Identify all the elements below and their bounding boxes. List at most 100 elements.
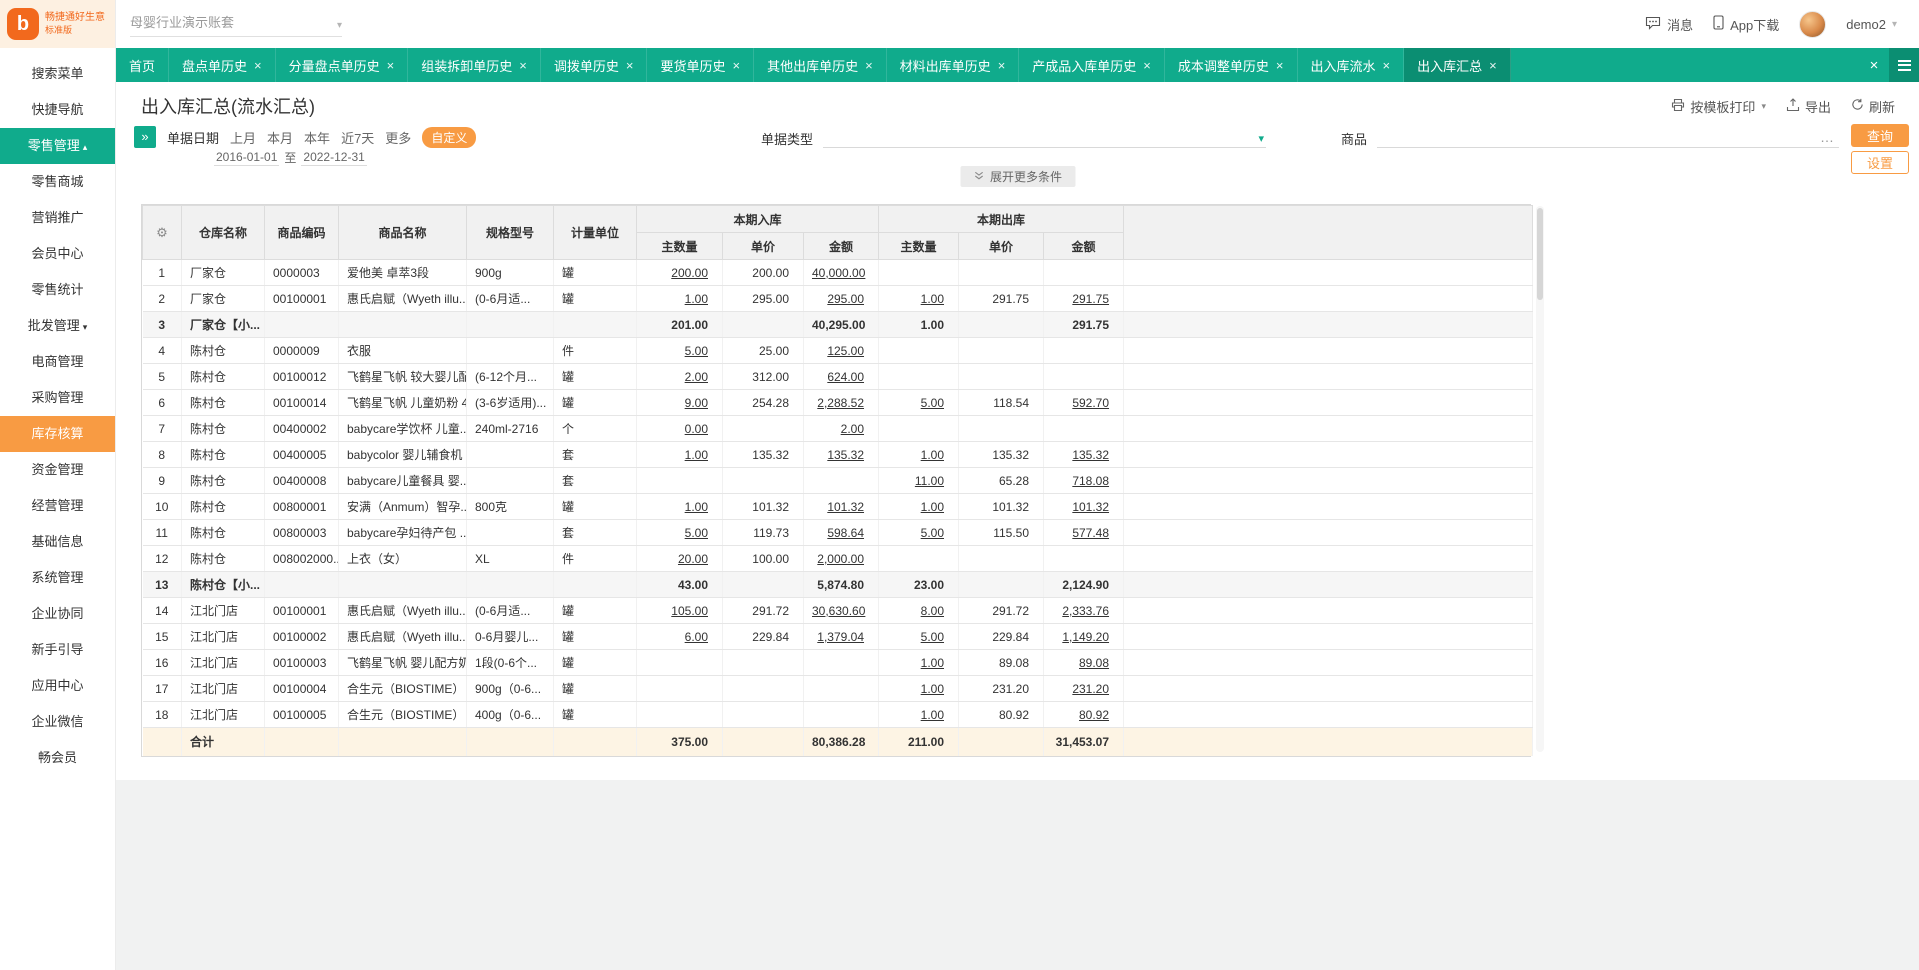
cell-link-in_qty[interactable]: 6.00 — [684, 629, 708, 644]
cell-link-out_amt[interactable]: 291.75 — [1072, 291, 1110, 306]
avatar[interactable] — [1799, 10, 1827, 38]
sidebar-item-16[interactable]: 企业协同 — [0, 596, 115, 632]
cell-link-out_qty[interactable]: 1.00 — [920, 707, 945, 722]
cell-link-out_qty[interactable]: 5.00 — [920, 629, 945, 644]
range-this-month[interactable]: 本月 — [267, 130, 294, 146]
collapse-panel-button[interactable]: » — [134, 126, 156, 148]
cell-link-in_amt[interactable]: 295.00 — [827, 291, 865, 306]
scrollbar-thumb[interactable] — [1537, 208, 1543, 300]
cell-link-out_amt[interactable]: 231.20 — [1072, 681, 1110, 696]
sidebar-item-10[interactable]: 采购管理 — [0, 380, 115, 416]
sidebar-item-14[interactable]: 基础信息 — [0, 524, 115, 560]
tab-close-icon[interactable]: × — [732, 57, 741, 73]
app-download-button[interactable]: App下载 — [1713, 15, 1779, 34]
cell-link-out_amt[interactable]: 101.32 — [1072, 499, 1110, 514]
cell-link-out_amt[interactable]: 80.92 — [1079, 707, 1110, 722]
cell-link-out_amt[interactable]: 718.08 — [1072, 473, 1110, 488]
cell-link-in_amt[interactable]: 40,000.00 — [812, 265, 866, 280]
cell-link-out_amt[interactable]: 135.32 — [1072, 447, 1110, 462]
tab-11[interactable]: 出入库流水 × — [1298, 48, 1405, 82]
cell-link-out_amt[interactable]: 577.48 — [1072, 525, 1110, 540]
cell-link-in_amt[interactable]: 2,000.00 — [817, 551, 865, 566]
cell-link-out_amt[interactable]: 592.70 — [1072, 395, 1110, 410]
cell-link-in_qty[interactable]: 20.00 — [677, 551, 708, 566]
sidebar-item-4[interactable]: 零售商城 — [0, 164, 115, 200]
tab-1[interactable]: 首页 — [116, 48, 170, 82]
tab-close-icon[interactable]: × — [865, 57, 873, 73]
tab-12[interactable]: 出入库汇总 × — [1404, 48, 1511, 82]
cell-link-in_qty[interactable]: 1.00 — [684, 291, 708, 306]
tab-3[interactable]: 分量盘点单历史 × — [276, 48, 409, 82]
cell-link-in_qty[interactable]: 5.00 — [684, 525, 708, 540]
doc-type-select[interactable]: ▾ — [823, 126, 1266, 148]
export-button[interactable]: 导出 — [1786, 97, 1831, 116]
tab-close-icon[interactable]: × — [1275, 57, 1284, 73]
sidebar-item-13[interactable]: 经营管理 — [0, 488, 115, 524]
custom-range-badge[interactable]: 自定义 — [422, 126, 477, 148]
cell-link-in_amt[interactable]: 2,288.52 — [817, 395, 865, 410]
tab-10[interactable]: 成本调整单历史 × — [1165, 48, 1298, 82]
tab-2[interactable]: 盘点单历史 × — [169, 48, 276, 82]
range-this-year[interactable]: 本年 — [304, 130, 331, 146]
cell-link-in_amt[interactable]: 624.00 — [827, 369, 865, 384]
sidebar-item-11[interactable]: 库存核算 — [0, 416, 115, 452]
sidebar-item-17[interactable]: 新手引导 — [0, 632, 115, 668]
range-last-7-days[interactable]: 近7天 — [341, 130, 375, 146]
cell-link-in_qty[interactable]: 1.00 — [684, 499, 708, 514]
expand-more-conditions[interactable]: 展开更多条件 — [959, 166, 1076, 187]
cell-link-in_amt[interactable]: 598.64 — [827, 525, 865, 540]
range-more[interactable]: 更多 — [385, 130, 412, 146]
sidebar-item-15[interactable]: 系统管理 — [0, 560, 115, 596]
cell-link-in_qty[interactable]: 0.00 — [684, 421, 708, 436]
search-button[interactable]: 查询 — [1851, 124, 1909, 147]
cell-link-out_qty[interactable]: 1.00 — [920, 499, 945, 514]
close-all-tabs-button[interactable]: × — [1869, 56, 1879, 74]
sidebar-item-7[interactable]: 零售统计 — [0, 272, 115, 308]
tab-6[interactable]: 要货单历史 × — [647, 48, 755, 82]
sidebar-item-3[interactable]: 零售管理 ▴ — [0, 128, 115, 164]
cell-link-out_qty[interactable]: 5.00 — [920, 525, 945, 540]
tab-list-menu-button[interactable] — [1889, 48, 1919, 82]
print-by-template-button[interactable]: 按模板打印 ▾ — [1671, 97, 1766, 116]
settings-button[interactable]: 设置 — [1851, 151, 1909, 174]
cell-link-in_amt[interactable]: 2.00 — [840, 421, 865, 436]
tab-9[interactable]: 产成品入库单历史 × — [1019, 48, 1165, 82]
tab-close-icon[interactable]: × — [254, 57, 262, 73]
tab-5[interactable]: 调拨单历史 × — [541, 48, 648, 82]
cell-link-in_amt[interactable]: 135.32 — [827, 447, 865, 462]
account-select[interactable]: 母婴行业演示账套 ▾ — [130, 12, 342, 37]
product-input[interactable]: … — [1377, 126, 1839, 148]
tab-close-icon[interactable]: × — [519, 57, 527, 73]
tab-close-icon[interactable]: × — [1489, 57, 1497, 73]
tab-close-icon[interactable]: × — [625, 57, 634, 73]
cell-link-out_qty[interactable]: 5.00 — [920, 395, 945, 410]
sidebar-item-18[interactable]: 应用中心 — [0, 668, 115, 704]
cell-link-in_amt[interactable]: 101.32 — [827, 499, 865, 514]
date-from-field[interactable]: 2016-01-01 — [214, 149, 280, 166]
cell-link-in_qty[interactable]: 105.00 — [671, 603, 708, 618]
sidebar-item-20[interactable]: 畅会员 — [0, 740, 115, 776]
table-scrollbar[interactable] — [1536, 206, 1544, 752]
sidebar-item-1[interactable]: 搜索菜单 — [0, 56, 115, 92]
cell-link-out_amt[interactable]: 89.08 — [1079, 655, 1110, 670]
tab-8[interactable]: 材料出库单历史 × — [887, 48, 1020, 82]
cell-link-in_amt[interactable]: 30,630.60 — [812, 603, 866, 618]
cell-link-out_qty[interactable]: 8.00 — [920, 603, 945, 618]
more-options-icon[interactable]: … — [1820, 129, 1835, 145]
tab-7[interactable]: 其他出库单历史 × — [754, 48, 887, 82]
user-menu[interactable]: demo2 ▾ — [1846, 17, 1897, 32]
sidebar-item-12[interactable]: 资金管理 — [0, 452, 115, 488]
messages-button[interactable]: 消息 — [1645, 15, 1693, 34]
cell-link-out_qty[interactable]: 1.00 — [920, 681, 945, 696]
tab-close-icon[interactable]: × — [386, 57, 395, 73]
cell-link-out_qty[interactable]: 1.00 — [920, 291, 945, 306]
cell-link-out_amt[interactable]: 2,333.76 — [1062, 603, 1110, 618]
cell-link-out_qty[interactable]: 1.00 — [920, 655, 945, 670]
cell-link-out_qty[interactable]: 1.00 — [920, 447, 945, 462]
cell-link-in_qty[interactable]: 1.00 — [684, 447, 708, 462]
tab-4[interactable]: 组装拆卸单历史 × — [408, 48, 541, 82]
tab-close-icon[interactable]: × — [997, 57, 1006, 73]
sidebar-item-8[interactable]: 批发管理 ▾ — [0, 308, 115, 344]
cell-link-in_qty[interactable]: 5.00 — [684, 343, 708, 358]
tab-close-icon[interactable]: × — [1382, 57, 1391, 73]
